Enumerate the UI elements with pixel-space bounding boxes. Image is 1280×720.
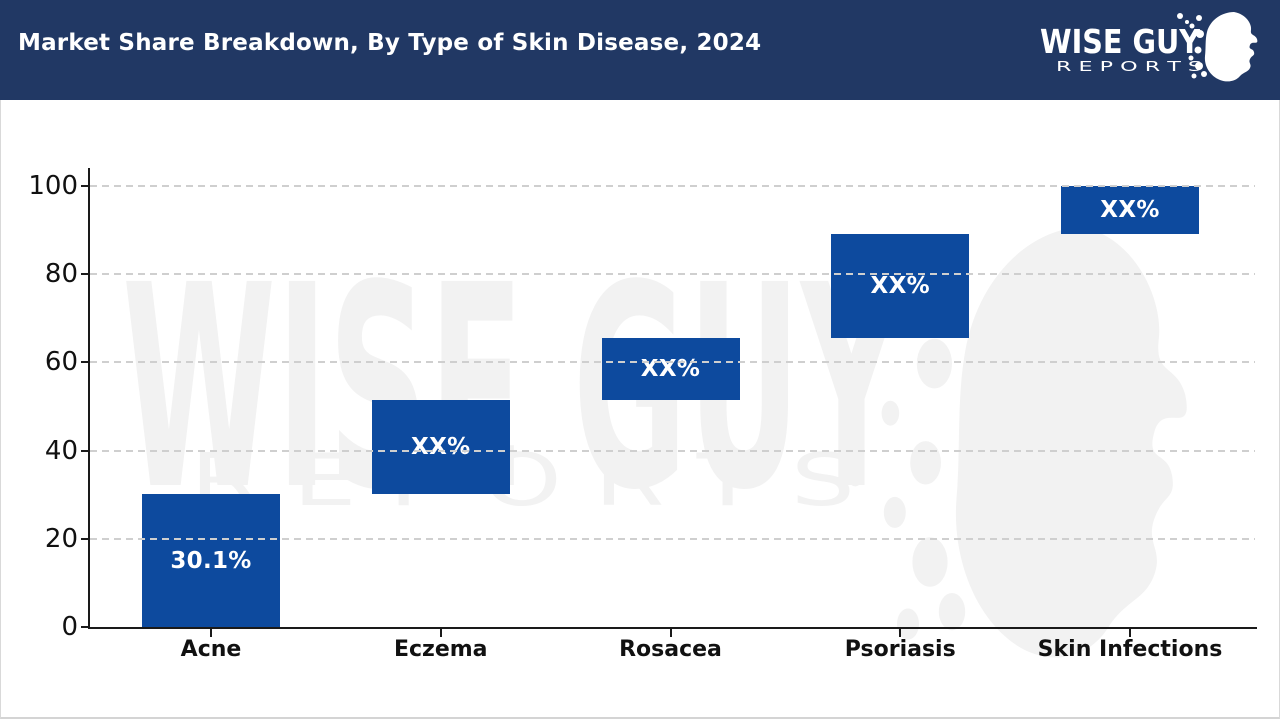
gridline-20 [90, 537, 1255, 540]
y-tick-80 [81, 273, 89, 276]
bar-skin-infections: XX% [1061, 186, 1199, 235]
wise-guy-reports-logo: WISE GUY R E P O R T S [1040, 12, 1258, 82]
bar-eczema: XX% [371, 399, 510, 495]
x-tick-3 [899, 629, 902, 637]
y-tick-label-20: 20 [44, 523, 78, 554]
y-tick-40 [81, 449, 89, 452]
x-tick-4 [1129, 629, 1131, 637]
x-tick-2 [669, 629, 672, 637]
chart-title: Market Share Breakdown, By Type of Skin … [18, 30, 762, 56]
bar-rosacea: XX% [601, 337, 740, 400]
y-tick-20 [81, 537, 89, 540]
bar-value-label: XX% [411, 434, 471, 461]
y-tick-label-60: 60 [44, 347, 78, 378]
x-tick-label-4: Skin Infections [1037, 637, 1223, 662]
y-tick-60 [81, 361, 89, 364]
x-tick-label-0: Acne [180, 637, 242, 662]
bar-value-label: XX% [870, 272, 930, 299]
y-tick-0 [81, 626, 89, 628]
bar-psoriasis: XX% [831, 234, 970, 338]
gridline-60 [90, 361, 1255, 364]
x-tick-label-1: Eczema [393, 637, 488, 662]
x-tick-label-3: Psoriasis [844, 637, 956, 662]
x-tick-1 [439, 629, 442, 637]
logo-head-icon [1177, 12, 1258, 82]
watermark-subtext: R E P O R T S [190, 438, 855, 522]
y-tick-label-40: 40 [44, 435, 78, 466]
y-tick-label-100: 100 [28, 171, 78, 201]
logo-wordmark: WISE GUY [1040, 22, 1201, 61]
y-axis-spine [88, 168, 90, 629]
header-bar: Market Share Breakdown, By Type of Skin … [0, 0, 1280, 100]
bar-value-label: 30.1% [170, 547, 252, 574]
y-tick-label-0: 0 [61, 612, 78, 642]
x-tick-label-2: Rosacea [619, 637, 722, 662]
bar-value-label: XX% [640, 355, 701, 382]
bar-value-label: XX% [1100, 197, 1160, 224]
y-tick-label-80: 80 [44, 259, 78, 290]
gridline-40 [90, 449, 1255, 452]
bar-acne: 30.1% [142, 494, 280, 627]
gridline-100 [90, 185, 1255, 187]
x-tick-0 [210, 629, 212, 637]
gridline-80 [90, 273, 1255, 276]
x-axis-spine [88, 627, 1257, 629]
y-tick-100 [81, 185, 89, 187]
logo-subtext: R E P O R T S [1056, 59, 1202, 75]
